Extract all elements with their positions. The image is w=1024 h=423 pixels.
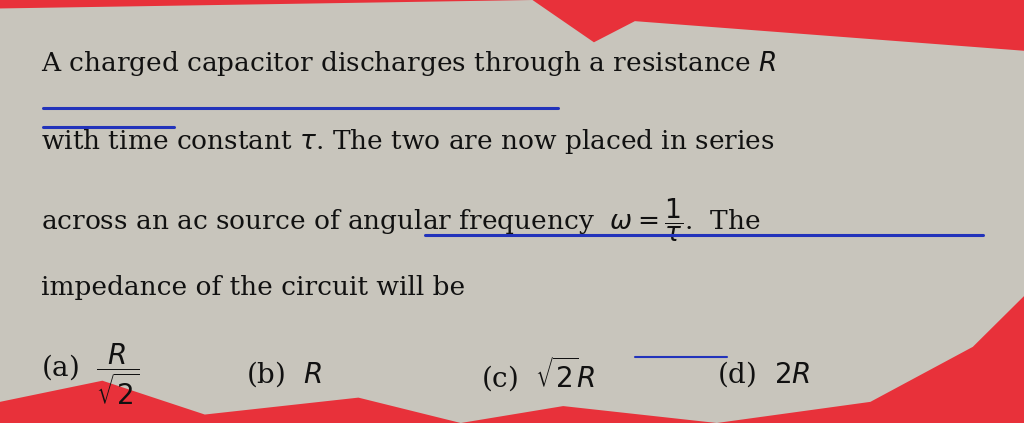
Text: (a)  $\dfrac{R}{\sqrt{2}}$: (a) $\dfrac{R}{\sqrt{2}}$ <box>41 342 140 407</box>
Text: with time constant $\tau$. The two are now placed in series: with time constant $\tau$. The two are n… <box>41 127 775 156</box>
Text: (b)  $R$: (b) $R$ <box>246 360 322 389</box>
Text: impedance of the circuit will be: impedance of the circuit will be <box>41 275 465 300</box>
Text: (d)  $2R$: (d) $2R$ <box>717 360 810 389</box>
Text: A charged capacitor discharges through a resistance $R$: A charged capacitor discharges through a… <box>41 49 776 78</box>
Text: across an ac source of angular frequency  $\omega = \dfrac{1}{\tau}$.  The: across an ac source of angular frequency… <box>41 196 761 244</box>
Text: (c)  $\sqrt{2}R$: (c) $\sqrt{2}R$ <box>481 354 596 394</box>
